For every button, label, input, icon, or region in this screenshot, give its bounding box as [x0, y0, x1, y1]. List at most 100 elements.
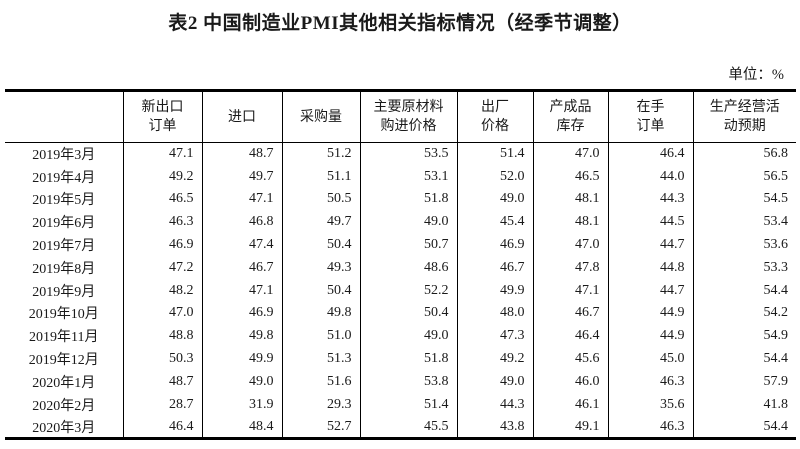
- cell-value: 48.7: [122, 370, 202, 394]
- cell-value: 47.1: [201, 188, 282, 211]
- cell-value: 48.1: [532, 210, 608, 234]
- cell-value: 44.9: [607, 324, 693, 348]
- table-body: 2019年3月 47.1 48.7 51.2 53.5 51.4 47.0 46.4 56.8 2…: [5, 142, 796, 439]
- table-title: 表2 中国制造业PMI其他相关指标情况（经季节调整）: [168, 13, 632, 34]
- row-period: 2019年12月: [28, 353, 99, 369]
- cell-value: 44.7: [607, 233, 693, 257]
- cell-value: 51.4: [359, 393, 457, 417]
- cell-value: 49.2: [122, 165, 202, 189]
- cell-value: 46.3: [607, 416, 693, 439]
- cell-value: 45.5: [359, 416, 457, 439]
- row-period: 2020年1月: [32, 375, 96, 391]
- cell-value: 46.5: [122, 188, 202, 211]
- cell-value: 46.0: [532, 370, 608, 394]
- cell-value: 51.3: [281, 347, 360, 371]
- cell-value: 46.4: [607, 142, 693, 166]
- cell-value: 50.4: [281, 233, 360, 257]
- row-period: 2020年3月: [32, 420, 96, 436]
- column-header: 产成品 库存: [532, 90, 608, 143]
- cell-value: 47.1: [122, 142, 202, 166]
- cell-value: 56.5: [692, 165, 796, 189]
- cell-value: 47.3: [456, 324, 533, 348]
- cell-value: 53.6: [692, 233, 796, 257]
- cell-value: 51.0: [281, 324, 360, 348]
- cell-value: 41.8: [692, 393, 796, 417]
- table-row: 2019年6月 46.3 46.8 49.7 49.0 45.4 48.1 44.5 53.4: [5, 210, 796, 234]
- cell-value: 54.4: [692, 347, 796, 371]
- cell-value: 54.2: [692, 302, 796, 325]
- cell-value: 47.1: [201, 279, 282, 303]
- table-row: 2020年3月 46.4 48.4 52.7 45.5 43.8 49.1 46.3 54.4: [5, 416, 796, 439]
- cell-value: 47.1: [532, 279, 608, 303]
- cell-value: 50.3: [122, 347, 202, 371]
- cell-value: 51.4: [456, 142, 533, 166]
- cell-value: 49.9: [456, 279, 533, 303]
- cell-value: 46.9: [456, 233, 533, 257]
- cell-value: 29.3: [281, 393, 360, 417]
- table-row: 2019年8月 47.2 46.7 49.3 48.6 46.7 47.8 44.8 53.3: [5, 256, 796, 280]
- cell-value: 52.2: [359, 279, 457, 303]
- cell-value: 50.5: [281, 188, 360, 211]
- cell-value: 51.2: [281, 142, 360, 166]
- column-header: 新出口 订单: [122, 90, 202, 143]
- table-row: 2019年4月 49.2 49.7 51.1 53.1 52.0 46.5 44.0 56.5: [5, 165, 796, 189]
- corner-cell: [5, 91, 123, 143]
- column-header: 采购量: [281, 90, 360, 143]
- cell-value: 50.4: [281, 279, 360, 303]
- cell-value: 54.5: [692, 188, 796, 211]
- cell-value: 44.0: [607, 165, 693, 189]
- column-header: 在手 订单: [607, 90, 693, 143]
- row-period: 2019年3月: [32, 148, 96, 164]
- cell-value: 44.3: [456, 393, 533, 417]
- cell-value: 46.3: [607, 370, 693, 394]
- cell-value: 46.5: [532, 165, 608, 189]
- column-header: 出厂 价格: [456, 90, 533, 143]
- cell-value: 47.0: [532, 233, 608, 257]
- cell-value: 28.7: [122, 393, 202, 417]
- cell-value: 54.4: [692, 416, 796, 439]
- row-period: 2019年8月: [32, 261, 96, 277]
- row-period: 2019年10月: [28, 307, 99, 323]
- cell-value: 48.0: [456, 302, 533, 325]
- pmi-indicators-table: 新出口 订单 进口 采购量 主要原材料 购进价格 出厂 价格 产成品 库存 在手 订单 生产经…: [5, 89, 796, 441]
- table-row: 2019年5月 46.5 47.1 50.5 51.8 49.0 48.1 44.3 54.5: [5, 188, 796, 211]
- row-period: 2019年11月: [29, 330, 99, 346]
- cell-value: 53.5: [359, 142, 457, 166]
- row-period: 2019年6月: [32, 216, 96, 232]
- cell-value: 54.4: [692, 279, 796, 303]
- table-row: 2019年12月 50.3 49.9 51.3 51.8 49.2 45.6 45.0 54.4: [5, 347, 796, 371]
- cell-value: 44.5: [607, 210, 693, 234]
- cell-value: 46.3: [122, 210, 202, 234]
- cell-value: 48.1: [532, 188, 608, 211]
- table-row: 2019年10月 47.0 46.9 49.8 50.4 48.0 46.7 44.9 54.2: [5, 302, 796, 325]
- column-header: 进口: [201, 90, 282, 143]
- cell-value: 49.0: [359, 324, 457, 348]
- cell-value: 54.9: [692, 324, 796, 348]
- cell-value: 46.8: [201, 210, 282, 234]
- header-row: 新出口 订单 进口 采购量 主要原材料 购进价格 出厂 价格 产成品 库存 在手 订单 生产经…: [5, 90, 796, 143]
- cell-value: 49.0: [456, 370, 533, 394]
- cell-value: 49.0: [201, 370, 282, 394]
- cell-value: 48.4: [201, 416, 282, 439]
- cell-value: 49.7: [201, 165, 282, 189]
- cell-value: 49.7: [281, 210, 360, 234]
- cell-value: 46.4: [122, 416, 202, 439]
- cell-value: 48.6: [359, 256, 457, 280]
- cell-value: 50.4: [359, 302, 457, 325]
- table-row: 2019年9月 48.2 47.1 50.4 52.2 49.9 47.1 44.7 54.4: [5, 279, 796, 303]
- cell-value: 49.2: [456, 347, 533, 371]
- cell-value: 44.7: [607, 279, 693, 303]
- cell-value: 53.8: [359, 370, 457, 394]
- row-period: 2019年4月: [32, 170, 96, 186]
- cell-value: 49.0: [359, 210, 457, 234]
- cell-value: 46.7: [532, 302, 608, 325]
- cell-value: 52.7: [281, 416, 360, 439]
- cell-value: 45.0: [607, 347, 693, 371]
- cell-value: 50.7: [359, 233, 457, 257]
- cell-value: 53.4: [692, 210, 796, 234]
- column-header: 生产经营活 动预期: [692, 90, 796, 143]
- cell-value: 51.6: [281, 370, 360, 394]
- cell-value: 49.1: [532, 416, 608, 439]
- cell-value: 31.9: [201, 393, 282, 417]
